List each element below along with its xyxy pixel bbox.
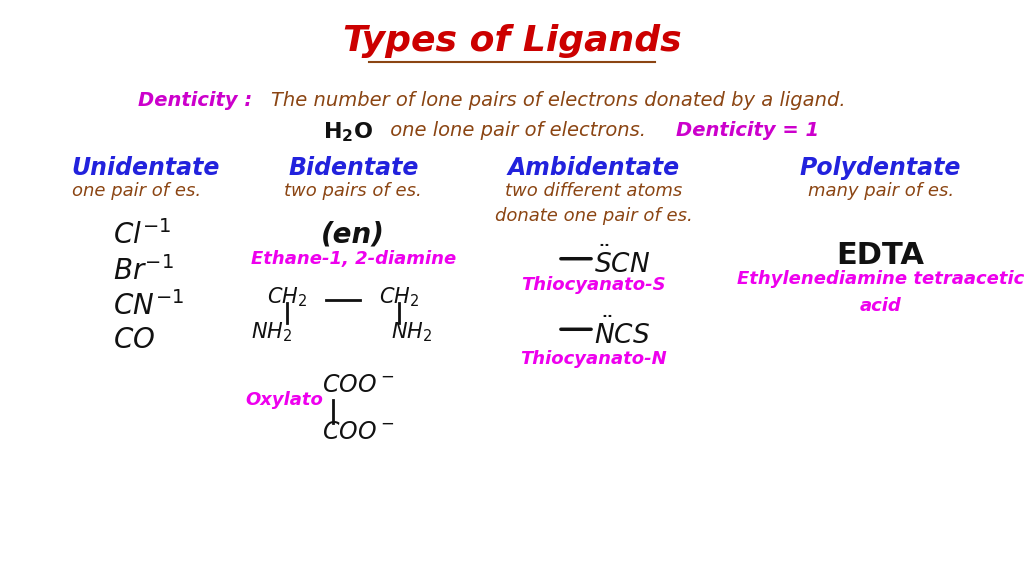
Text: Oxylato: Oxylato [246, 391, 324, 409]
Text: acid: acid [860, 297, 901, 315]
Text: $CH_2$: $CH_2$ [379, 285, 420, 309]
Text: The number of lone pairs of electrons donated by a ligand.: The number of lone pairs of electrons do… [271, 91, 846, 110]
Text: Ethane-1, 2-diamine: Ethane-1, 2-diamine [251, 250, 456, 268]
Text: Ethylenediamine tetraacetic: Ethylenediamine tetraacetic [737, 270, 1024, 289]
Text: Bidentate: Bidentate [288, 156, 419, 180]
Text: Types of Ligands: Types of Ligands [343, 24, 681, 58]
Text: $\ddot{S}CN$: $\ddot{S}CN$ [594, 247, 650, 279]
Text: $NH_2$: $NH_2$ [391, 320, 432, 344]
Text: $CH_2$: $CH_2$ [266, 285, 307, 309]
Text: $COO^-$: $COO^-$ [323, 420, 394, 445]
Text: EDTA: EDTA [837, 241, 925, 270]
Text: $CO$: $CO$ [113, 326, 155, 355]
Text: Ambidentate: Ambidentate [508, 156, 680, 180]
Text: $NH_2$: $NH_2$ [251, 320, 292, 344]
Text: Denticity :: Denticity : [138, 91, 259, 110]
Text: $\ddot{N}CS$: $\ddot{N}CS$ [594, 318, 650, 350]
Text: Unidentate: Unidentate [72, 156, 220, 180]
Text: Denticity = 1: Denticity = 1 [676, 121, 819, 139]
Text: $CN^{-1}$: $CN^{-1}$ [113, 291, 183, 321]
Text: one pair of es.: one pair of es. [72, 182, 201, 201]
Text: donate one pair of es.: donate one pair of es. [495, 207, 693, 225]
Text: (en): (en) [322, 220, 385, 249]
Text: $Cl^{-1}$: $Cl^{-1}$ [113, 220, 171, 250]
Text: Thiocyanato-N: Thiocyanato-N [520, 350, 668, 368]
Text: two different atoms: two different atoms [505, 182, 683, 201]
Text: $Br^{-1}$: $Br^{-1}$ [113, 256, 173, 286]
Text: many pair of es.: many pair of es. [808, 182, 953, 201]
Text: Polydentate: Polydentate [800, 156, 962, 180]
Text: Thiocyanato-S: Thiocyanato-S [521, 276, 667, 295]
Text: two pairs of es.: two pairs of es. [285, 182, 422, 201]
Text: $COO^-$: $COO^-$ [323, 373, 394, 397]
Text: one lone pair of electrons.: one lone pair of electrons. [384, 121, 652, 139]
Text: $\mathbf{H_2O}$: $\mathbf{H_2O}$ [323, 121, 373, 144]
